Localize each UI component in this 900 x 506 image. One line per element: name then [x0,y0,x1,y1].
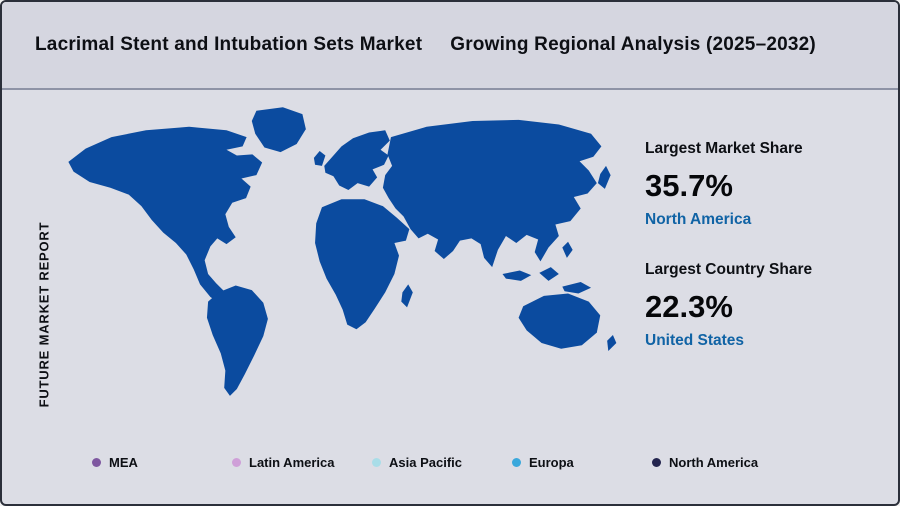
legend-item-asia-pacific: Asia Pacific [372,455,512,470]
header: Lacrimal Stent and Intubation Sets Marke… [2,2,898,90]
continent-australia [518,293,601,349]
island-borneo [539,267,559,281]
page-title-analysis: Growing Regional Analysis (2025–2032) [450,34,816,55]
island-british-isles [313,150,326,166]
island-sumatra-java [502,270,532,281]
continent-africa [315,199,410,330]
stat-country-share-region: United States [645,332,745,349]
brand-vertical-text: FUTURE MARKET REPORT [36,221,52,408]
stat-market-share-label: Largest Market Share [645,140,803,157]
page-title-market: Lacrimal Stent and Intubation Sets Marke… [35,34,423,55]
stat-market-share-value: 35.7% [645,168,733,203]
island-new-guinea [562,282,592,294]
legend-dot-mea [92,458,101,467]
legend-dot-europa [512,458,521,467]
stat-country-share-label: Largest Country Share [645,261,813,278]
legend-dot-north-america [652,458,661,467]
island-japan [597,165,611,189]
legend-item-europa: Europa [512,455,652,470]
legend: MEA Latin America Asia Pacific Europa No… [92,455,878,470]
legend-item-latin-america: Latin America [232,455,372,470]
legend-label-north-america: North America [669,455,759,470]
legend-label-mea: MEA [109,455,138,470]
stat-country-share-value: 22.3% [645,289,733,324]
legend-label-asia-pacific: Asia Pacific [389,455,462,470]
stat-market-share-region: North America [645,211,752,228]
continent-asia [382,119,602,268]
legend-label-europa: Europa [529,455,574,470]
legend-label-latin-america: Latin America [249,455,335,470]
continent-europe [324,130,390,191]
island-philippines [562,241,573,258]
island-greenland [251,107,306,153]
continent-south-america [206,285,268,396]
legend-item-north-america: North America [652,455,792,470]
stats-panel: Largest Market Share 35.7% North America… [645,140,812,350]
legend-dot-latin-america [232,458,241,467]
continent-north-america [68,126,263,304]
world-map [54,92,629,410]
legend-item-mea: MEA [92,455,232,470]
island-new-zealand [607,334,617,352]
island-madagascar [401,284,413,308]
legend-dot-asia-pacific [372,458,381,467]
stat-country-share: Largest Country Share 22.3% United State… [645,261,812,350]
stat-market-share: Largest Market Share 35.7% North America [645,140,812,229]
